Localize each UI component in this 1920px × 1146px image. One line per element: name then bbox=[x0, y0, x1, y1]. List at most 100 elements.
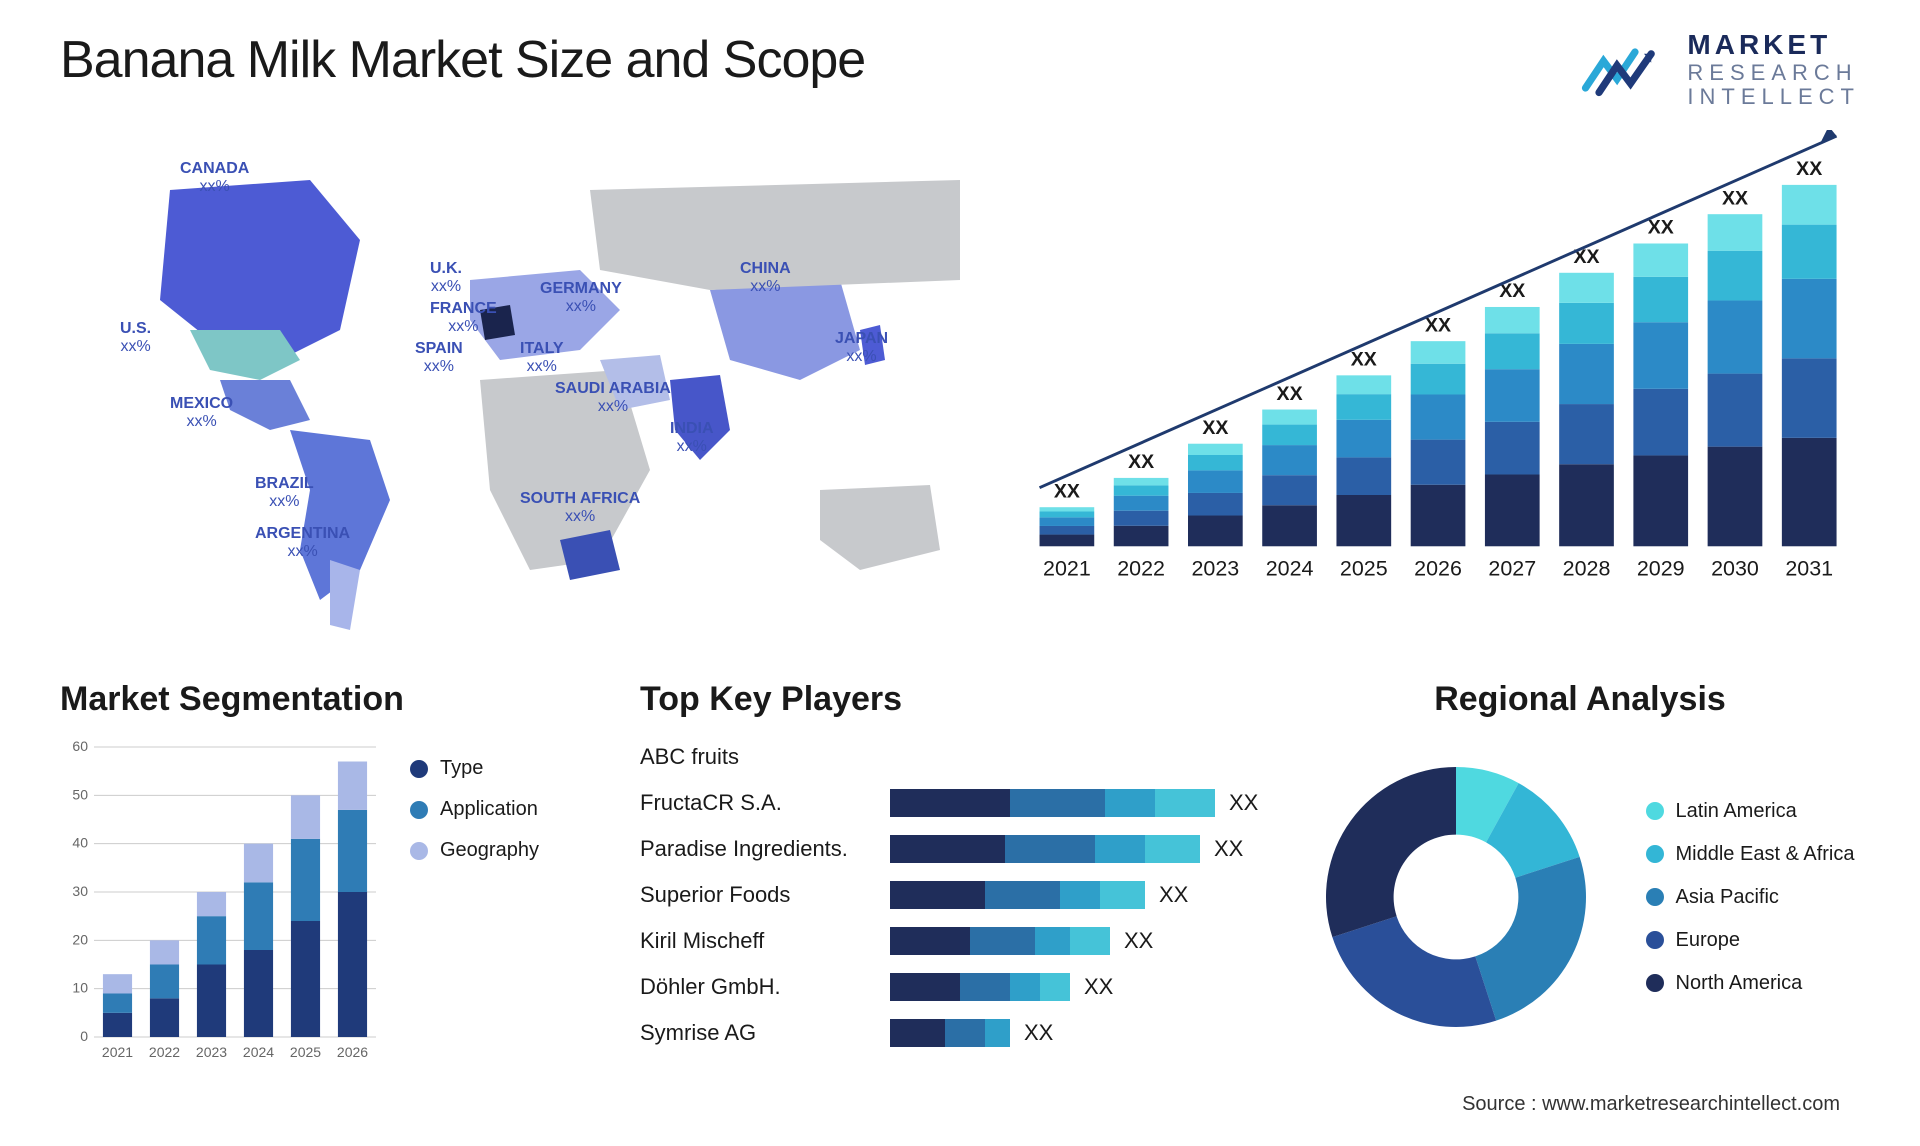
seg-bar-seg bbox=[103, 974, 132, 993]
map-label-china: CHINAxx% bbox=[740, 260, 791, 295]
player-name: Superior Foods bbox=[640, 879, 870, 911]
legend-label: Type bbox=[440, 757, 483, 780]
player-bar-seg bbox=[1035, 927, 1070, 955]
segmentation-title: Market Segmentation bbox=[60, 680, 600, 719]
legend-label: Europe bbox=[1676, 929, 1741, 952]
legend-dot-icon bbox=[1646, 888, 1664, 906]
player-bar-seg bbox=[890, 789, 1010, 817]
legend-label: Asia Pacific bbox=[1676, 886, 1779, 909]
donut-slice bbox=[1332, 916, 1496, 1027]
player-name: Symrise AG bbox=[640, 1017, 870, 1049]
player-name: FructaCR S.A. bbox=[640, 787, 870, 819]
player-bar-value: XX bbox=[1024, 1020, 1053, 1046]
growth-bar-seg bbox=[1708, 447, 1763, 547]
legend-dot-icon bbox=[410, 760, 428, 778]
seg-bar-seg bbox=[197, 892, 226, 916]
map-label-u.k.: U.K.xx% bbox=[430, 260, 462, 295]
region-legend-item: Middle East & Africa bbox=[1646, 843, 1855, 866]
player-bar-seg bbox=[1145, 835, 1200, 863]
player-bar bbox=[890, 973, 1070, 1001]
growth-bar-seg bbox=[1411, 440, 1466, 485]
growth-bar-value: XX bbox=[1054, 480, 1080, 502]
player-bar-row bbox=[890, 741, 1260, 773]
seg-bar-seg bbox=[103, 1013, 132, 1037]
player-bar-row: XX bbox=[890, 971, 1260, 1003]
world-map bbox=[60, 130, 980, 650]
player-bar-seg bbox=[1010, 973, 1040, 1001]
player-bar-seg bbox=[1060, 881, 1100, 909]
growth-year-label: 2023 bbox=[1191, 557, 1239, 581]
growth-bar-seg bbox=[1188, 444, 1243, 455]
legend-label: Geography bbox=[440, 839, 539, 862]
region-legend-item: North America bbox=[1646, 972, 1855, 995]
logo-text-3: INTELLECT bbox=[1687, 85, 1860, 109]
growth-bar-seg bbox=[1485, 307, 1540, 333]
player-name: Döhler GmbH. bbox=[640, 971, 870, 1003]
growth-bar-seg bbox=[1411, 364, 1466, 395]
seg-xtick: 2022 bbox=[149, 1044, 180, 1060]
player-bar bbox=[890, 927, 1110, 955]
legend-dot-icon bbox=[410, 801, 428, 819]
seg-xtick: 2023 bbox=[196, 1044, 227, 1060]
logo-text-1: MARKET bbox=[1687, 30, 1860, 61]
growth-bar-seg bbox=[1633, 277, 1688, 322]
map-label-argentina: ARGENTINAxx% bbox=[255, 525, 350, 560]
growth-bar-seg bbox=[1782, 438, 1837, 546]
growth-chart-panel: XX2021XX2022XX2023XX2024XX2025XX2026XX20… bbox=[1020, 130, 1860, 650]
growth-bar-seg bbox=[1411, 341, 1466, 364]
player-bar bbox=[890, 1019, 1010, 1047]
player-bar-seg bbox=[1155, 789, 1215, 817]
map-label-spain: SPAINxx% bbox=[415, 340, 463, 375]
growth-bar-seg bbox=[1485, 333, 1540, 369]
seg-ytick: 50 bbox=[72, 786, 88, 802]
seg-bar-seg bbox=[338, 762, 367, 810]
growth-bar-seg bbox=[1188, 493, 1243, 516]
player-name: Kiril Mischeff bbox=[640, 925, 870, 957]
regional-legend: Latin America Middle East & Africa Asia Pa… bbox=[1646, 800, 1855, 995]
growth-bar-value: XX bbox=[1128, 451, 1154, 473]
growth-bar-seg bbox=[1040, 507, 1095, 511]
growth-bar-seg bbox=[1411, 485, 1466, 547]
seg-legend-item: Geography bbox=[410, 839, 539, 862]
player-bar-seg bbox=[985, 1019, 1010, 1047]
growth-year-label: 2022 bbox=[1117, 557, 1165, 581]
player-bar-seg bbox=[1040, 973, 1070, 1001]
map-label-saudi-arabia: SAUDI ARABIAxx% bbox=[555, 380, 671, 415]
legend-dot-icon bbox=[1646, 974, 1664, 992]
logo-text-2: RESEARCH bbox=[1687, 61, 1860, 85]
player-bar-row: XX bbox=[890, 925, 1260, 957]
growth-year-label: 2031 bbox=[1785, 557, 1833, 581]
growth-bar-seg bbox=[1708, 374, 1763, 447]
legend-dot-icon bbox=[1646, 845, 1664, 863]
map-label-germany: GERMANYxx% bbox=[540, 280, 622, 315]
seg-bar-seg bbox=[244, 844, 273, 883]
seg-bar-seg bbox=[291, 921, 320, 1037]
player-bar-seg bbox=[970, 927, 1035, 955]
seg-ytick: 40 bbox=[72, 835, 88, 851]
growth-bar-seg bbox=[1114, 485, 1169, 495]
seg-bar-seg bbox=[244, 950, 273, 1037]
legend-label: Latin America bbox=[1676, 800, 1797, 823]
region-legend-item: Asia Pacific bbox=[1646, 886, 1855, 909]
seg-legend-item: Application bbox=[410, 798, 539, 821]
player-bar-seg bbox=[985, 881, 1060, 909]
player-bar-seg bbox=[960, 973, 1010, 1001]
player-bar bbox=[890, 835, 1200, 863]
player-bar bbox=[890, 881, 1145, 909]
player-bar-value: XX bbox=[1084, 974, 1113, 1000]
map-label-canada: CANADAxx% bbox=[180, 160, 249, 195]
player-bar-seg bbox=[890, 881, 985, 909]
growth-bar-value: XX bbox=[1722, 187, 1748, 209]
growth-bar-seg bbox=[1114, 511, 1169, 526]
legend-label: Application bbox=[440, 798, 538, 821]
growth-bar-seg bbox=[1114, 526, 1169, 547]
seg-xtick: 2024 bbox=[243, 1044, 274, 1060]
legend-label: North America bbox=[1676, 972, 1803, 995]
growth-bar-seg bbox=[1485, 422, 1540, 475]
map-label-brazil: BRAZILxx% bbox=[255, 475, 314, 510]
growth-bar-seg bbox=[1262, 475, 1317, 505]
player-bar bbox=[890, 789, 1215, 817]
player-bar-row: XX bbox=[890, 787, 1260, 819]
growth-bar-value: XX bbox=[1796, 158, 1822, 180]
growth-bar-value: XX bbox=[1351, 349, 1377, 371]
